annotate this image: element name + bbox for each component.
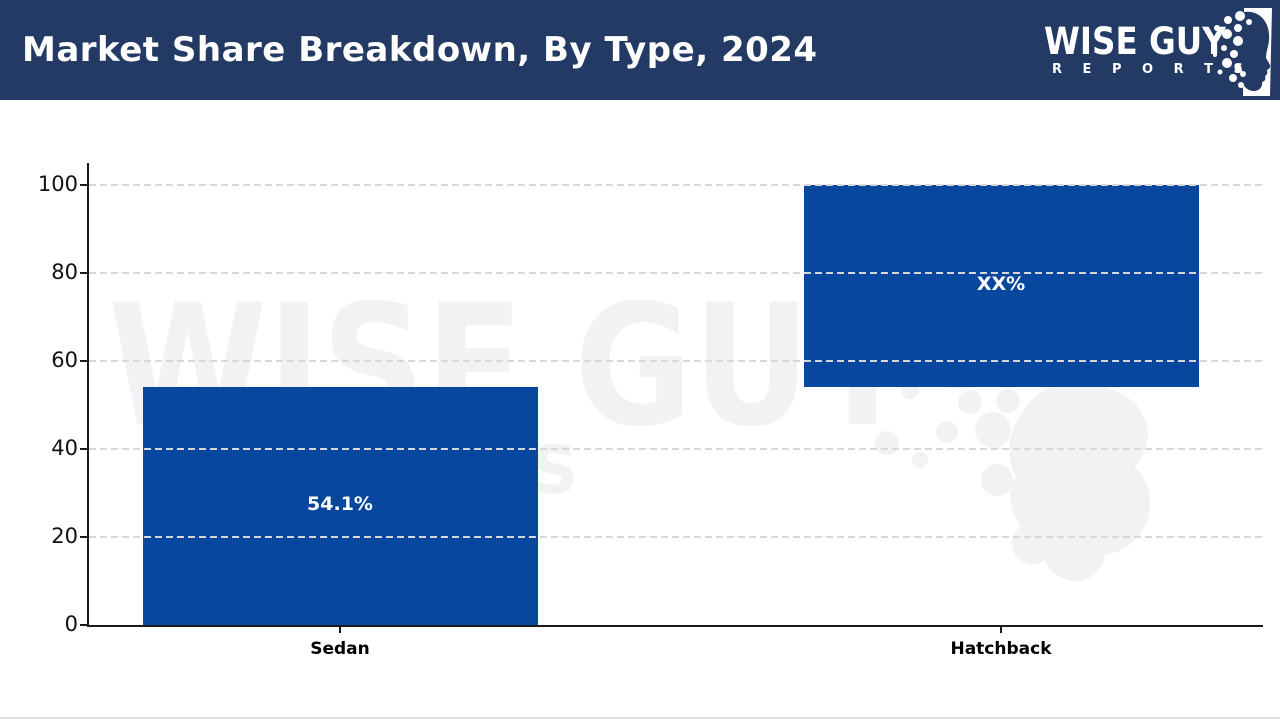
footer-divider (0, 717, 1280, 719)
y-tick-mark (80, 272, 87, 274)
bar-hatchback (803, 185, 1199, 387)
y-tick-mark (80, 360, 87, 362)
gridline (89, 536, 1262, 538)
gridline (89, 272, 1262, 274)
logo-wordmark: WISE GUY (1044, 20, 1226, 63)
x-tick-mark (1000, 627, 1002, 633)
y-tick-mark (80, 536, 87, 538)
gridline (89, 184, 1262, 186)
wise-guy-logo: WISE GUY R E P O R T S (1000, 6, 1272, 96)
gridline (89, 360, 1262, 362)
bar-value-label: XX% (976, 272, 1026, 295)
y-tick-mark (80, 624, 87, 626)
y-tick-label: 0 (64, 612, 78, 636)
y-axis-spine (87, 163, 89, 627)
gridline (89, 448, 1262, 450)
chart-title: Market Share Breakdown, By Type, 2024 (22, 30, 818, 70)
y-tick-label: 100 (37, 172, 78, 196)
y-tick-mark (80, 184, 87, 186)
x-axis-spine (87, 625, 1263, 627)
y-tick-label: 40 (51, 436, 78, 460)
y-tick-label: 60 (51, 348, 78, 372)
y-tick-mark (80, 448, 87, 450)
x-category-label: Hatchback (950, 639, 1052, 659)
bar-sedan (142, 386, 538, 625)
bar-value-label: 54.1% (307, 492, 373, 515)
logo-face-icon (1210, 8, 1272, 96)
x-category-label: Sedan (310, 639, 370, 659)
y-tick-label: 80 (51, 260, 78, 284)
x-tick-mark (339, 627, 341, 633)
header-banner: Market Share Breakdown, By Type, 2024 WI… (0, 0, 1280, 100)
y-tick-label: 20 (51, 524, 78, 548)
watermark-face-icon (856, 372, 1151, 582)
logo-subtext: R E P O R T S (1052, 62, 1251, 77)
